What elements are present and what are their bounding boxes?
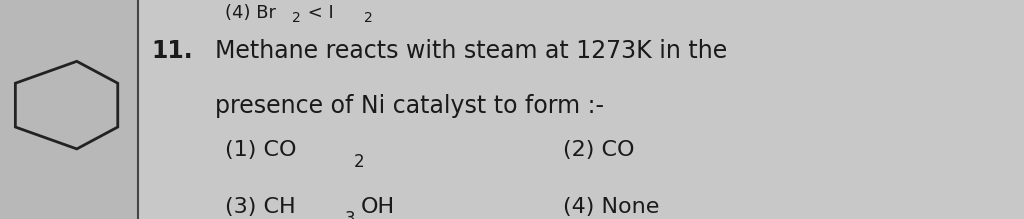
Text: OH: OH bbox=[360, 197, 394, 217]
Text: 3: 3 bbox=[345, 210, 355, 219]
Text: (4) Br: (4) Br bbox=[225, 4, 276, 22]
Text: Methane reacts with steam at 1273K in the: Methane reacts with steam at 1273K in th… bbox=[215, 39, 727, 64]
Text: presence of Ni catalyst to form :-: presence of Ni catalyst to form :- bbox=[215, 94, 604, 118]
Text: 2: 2 bbox=[353, 153, 364, 171]
Text: (4) None: (4) None bbox=[563, 197, 659, 217]
Text: (1) CO: (1) CO bbox=[225, 140, 297, 160]
Bar bbox=[0, 0, 138, 219]
Text: 11.: 11. bbox=[152, 39, 194, 64]
Text: 2: 2 bbox=[292, 11, 301, 25]
Text: 2: 2 bbox=[364, 11, 373, 25]
Text: (2) CO: (2) CO bbox=[563, 140, 635, 160]
Text: (3) CH: (3) CH bbox=[225, 197, 296, 217]
Text: < I: < I bbox=[302, 4, 334, 22]
